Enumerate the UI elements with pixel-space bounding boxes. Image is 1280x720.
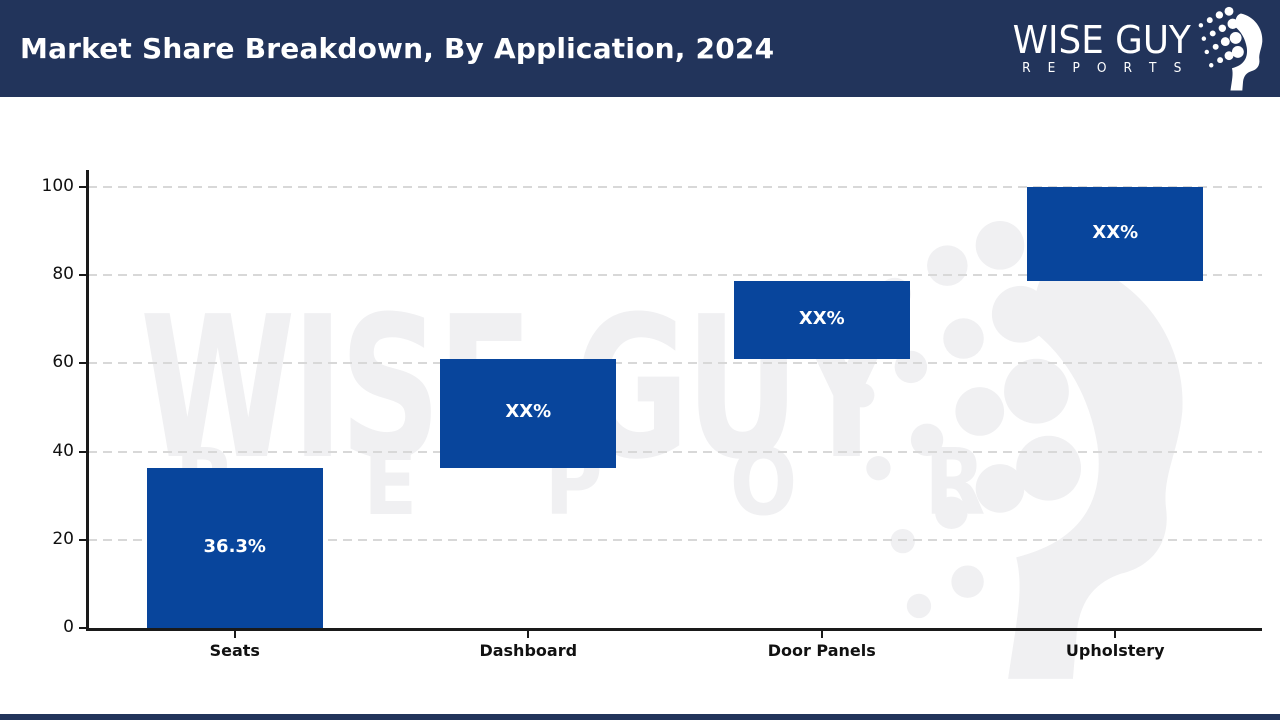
x-tick-0: [233, 631, 236, 638]
x-tick-label-2: Door Panels: [767, 641, 876, 660]
y-tick-40: [79, 450, 86, 453]
bar-value-label: XX%: [1092, 221, 1139, 243]
chart-title: Market Share Breakdown, By Application, …: [20, 32, 775, 65]
gridline-60: [88, 362, 1262, 365]
x-tick-label-3: Upholstery: [1065, 641, 1165, 660]
gridline-80: [88, 274, 1262, 277]
y-tick-100: [79, 186, 86, 188]
y-tick-0: [79, 627, 86, 629]
x-tick-3: [1114, 631, 1117, 638]
y-axis-spine: [86, 170, 89, 631]
y-tick-label-100: 100: [41, 176, 74, 196]
bar-seats: 36.3%: [146, 467, 323, 628]
bar-value-label: XX%: [798, 307, 845, 329]
gridline-40: [88, 450, 1262, 453]
x-axis-spine: [86, 628, 1262, 631]
header: Market Share Breakdown, By Application, …: [0, 0, 1280, 97]
logo-wordmark-line2: R E P O R T S: [1021, 61, 1188, 76]
y-tick-80: [79, 274, 86, 277]
x-tick-label-0: Seats: [209, 641, 260, 660]
bar-door-panels: XX%: [733, 280, 910, 359]
y-tick-label-0: 0: [63, 617, 74, 637]
x-tick-1: [527, 631, 530, 638]
y-tick-60: [79, 362, 86, 365]
y-tick-20: [79, 538, 86, 541]
y-tick-label-60: 60: [52, 352, 74, 373]
logo-face-icon: [1198, 6, 1263, 90]
bar-value-label: XX%: [505, 401, 552, 423]
logo-wordmark: WISE GUY R E P O R T S: [1012, 21, 1190, 76]
footer-bar: [0, 714, 1280, 720]
bar-upholstery: XX%: [1027, 187, 1204, 281]
gridline-20: [88, 538, 1262, 541]
y-tick-label-40: 40: [52, 440, 74, 461]
y-tick-label-80: 80: [52, 264, 74, 285]
brand-logo: WISE GUY R E P O R T S: [1007, 6, 1266, 92]
x-tick-label-1: Dashboard: [479, 641, 578, 660]
x-tick-2: [820, 631, 823, 638]
bar-value-label: 36.3%: [203, 535, 266, 557]
bar-dashboard: XX%: [440, 358, 617, 468]
y-tick-label-20: 20: [52, 528, 74, 549]
gridline-100: [88, 186, 1262, 188]
logo-wordmark-line1: WISE GUY: [1012, 18, 1191, 62]
